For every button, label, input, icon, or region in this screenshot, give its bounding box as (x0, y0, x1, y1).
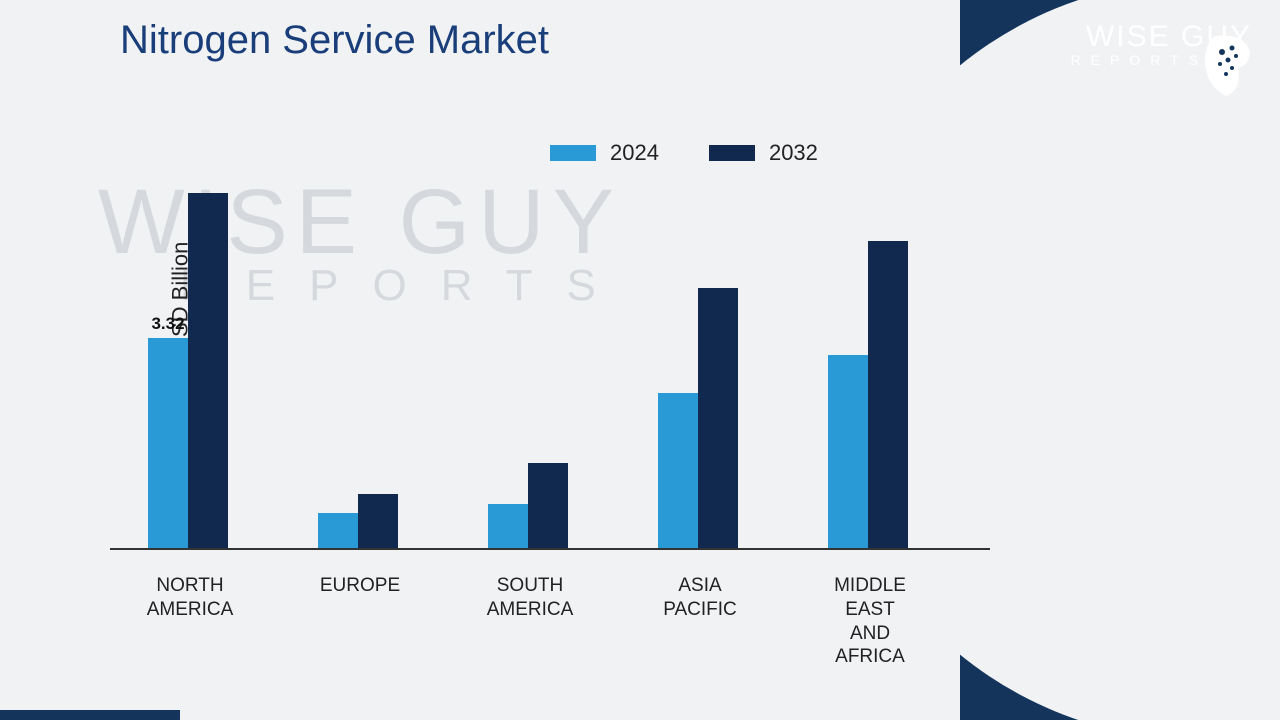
category-label: MIDDLEEASTANDAFRICA (790, 574, 950, 669)
chart-title: Nitrogen Service Market (120, 18, 549, 63)
decorative-bottom-bar (0, 710, 180, 720)
category-label: EUROPE (280, 574, 440, 598)
category-label: SOUTHAMERICA (450, 574, 610, 622)
bar (658, 393, 698, 548)
chart: Market Size in USD Billion 3.32NORTHAMER… (100, 150, 1000, 590)
bar (868, 241, 908, 548)
brand-subtitle: REPORTS (1071, 52, 1208, 68)
plot-area: 3.32NORTHAMERICAEUROPESOUTHAMERICAASIAPA… (110, 170, 990, 550)
bar (828, 355, 868, 548)
head-icon (1202, 34, 1258, 98)
brand-logo: WISE GUY REPORTS (1071, 20, 1252, 68)
bar (698, 288, 738, 548)
bar (358, 494, 398, 548)
bar: 3.32 (148, 338, 188, 548)
bar (318, 513, 358, 548)
bar (188, 193, 228, 548)
bar (528, 463, 568, 549)
category-label: NORTHAMERICA (110, 574, 270, 622)
bar (488, 504, 528, 548)
bar-value-label: 3.32 (148, 314, 188, 334)
category-label: ASIAPACIFIC (620, 574, 780, 622)
